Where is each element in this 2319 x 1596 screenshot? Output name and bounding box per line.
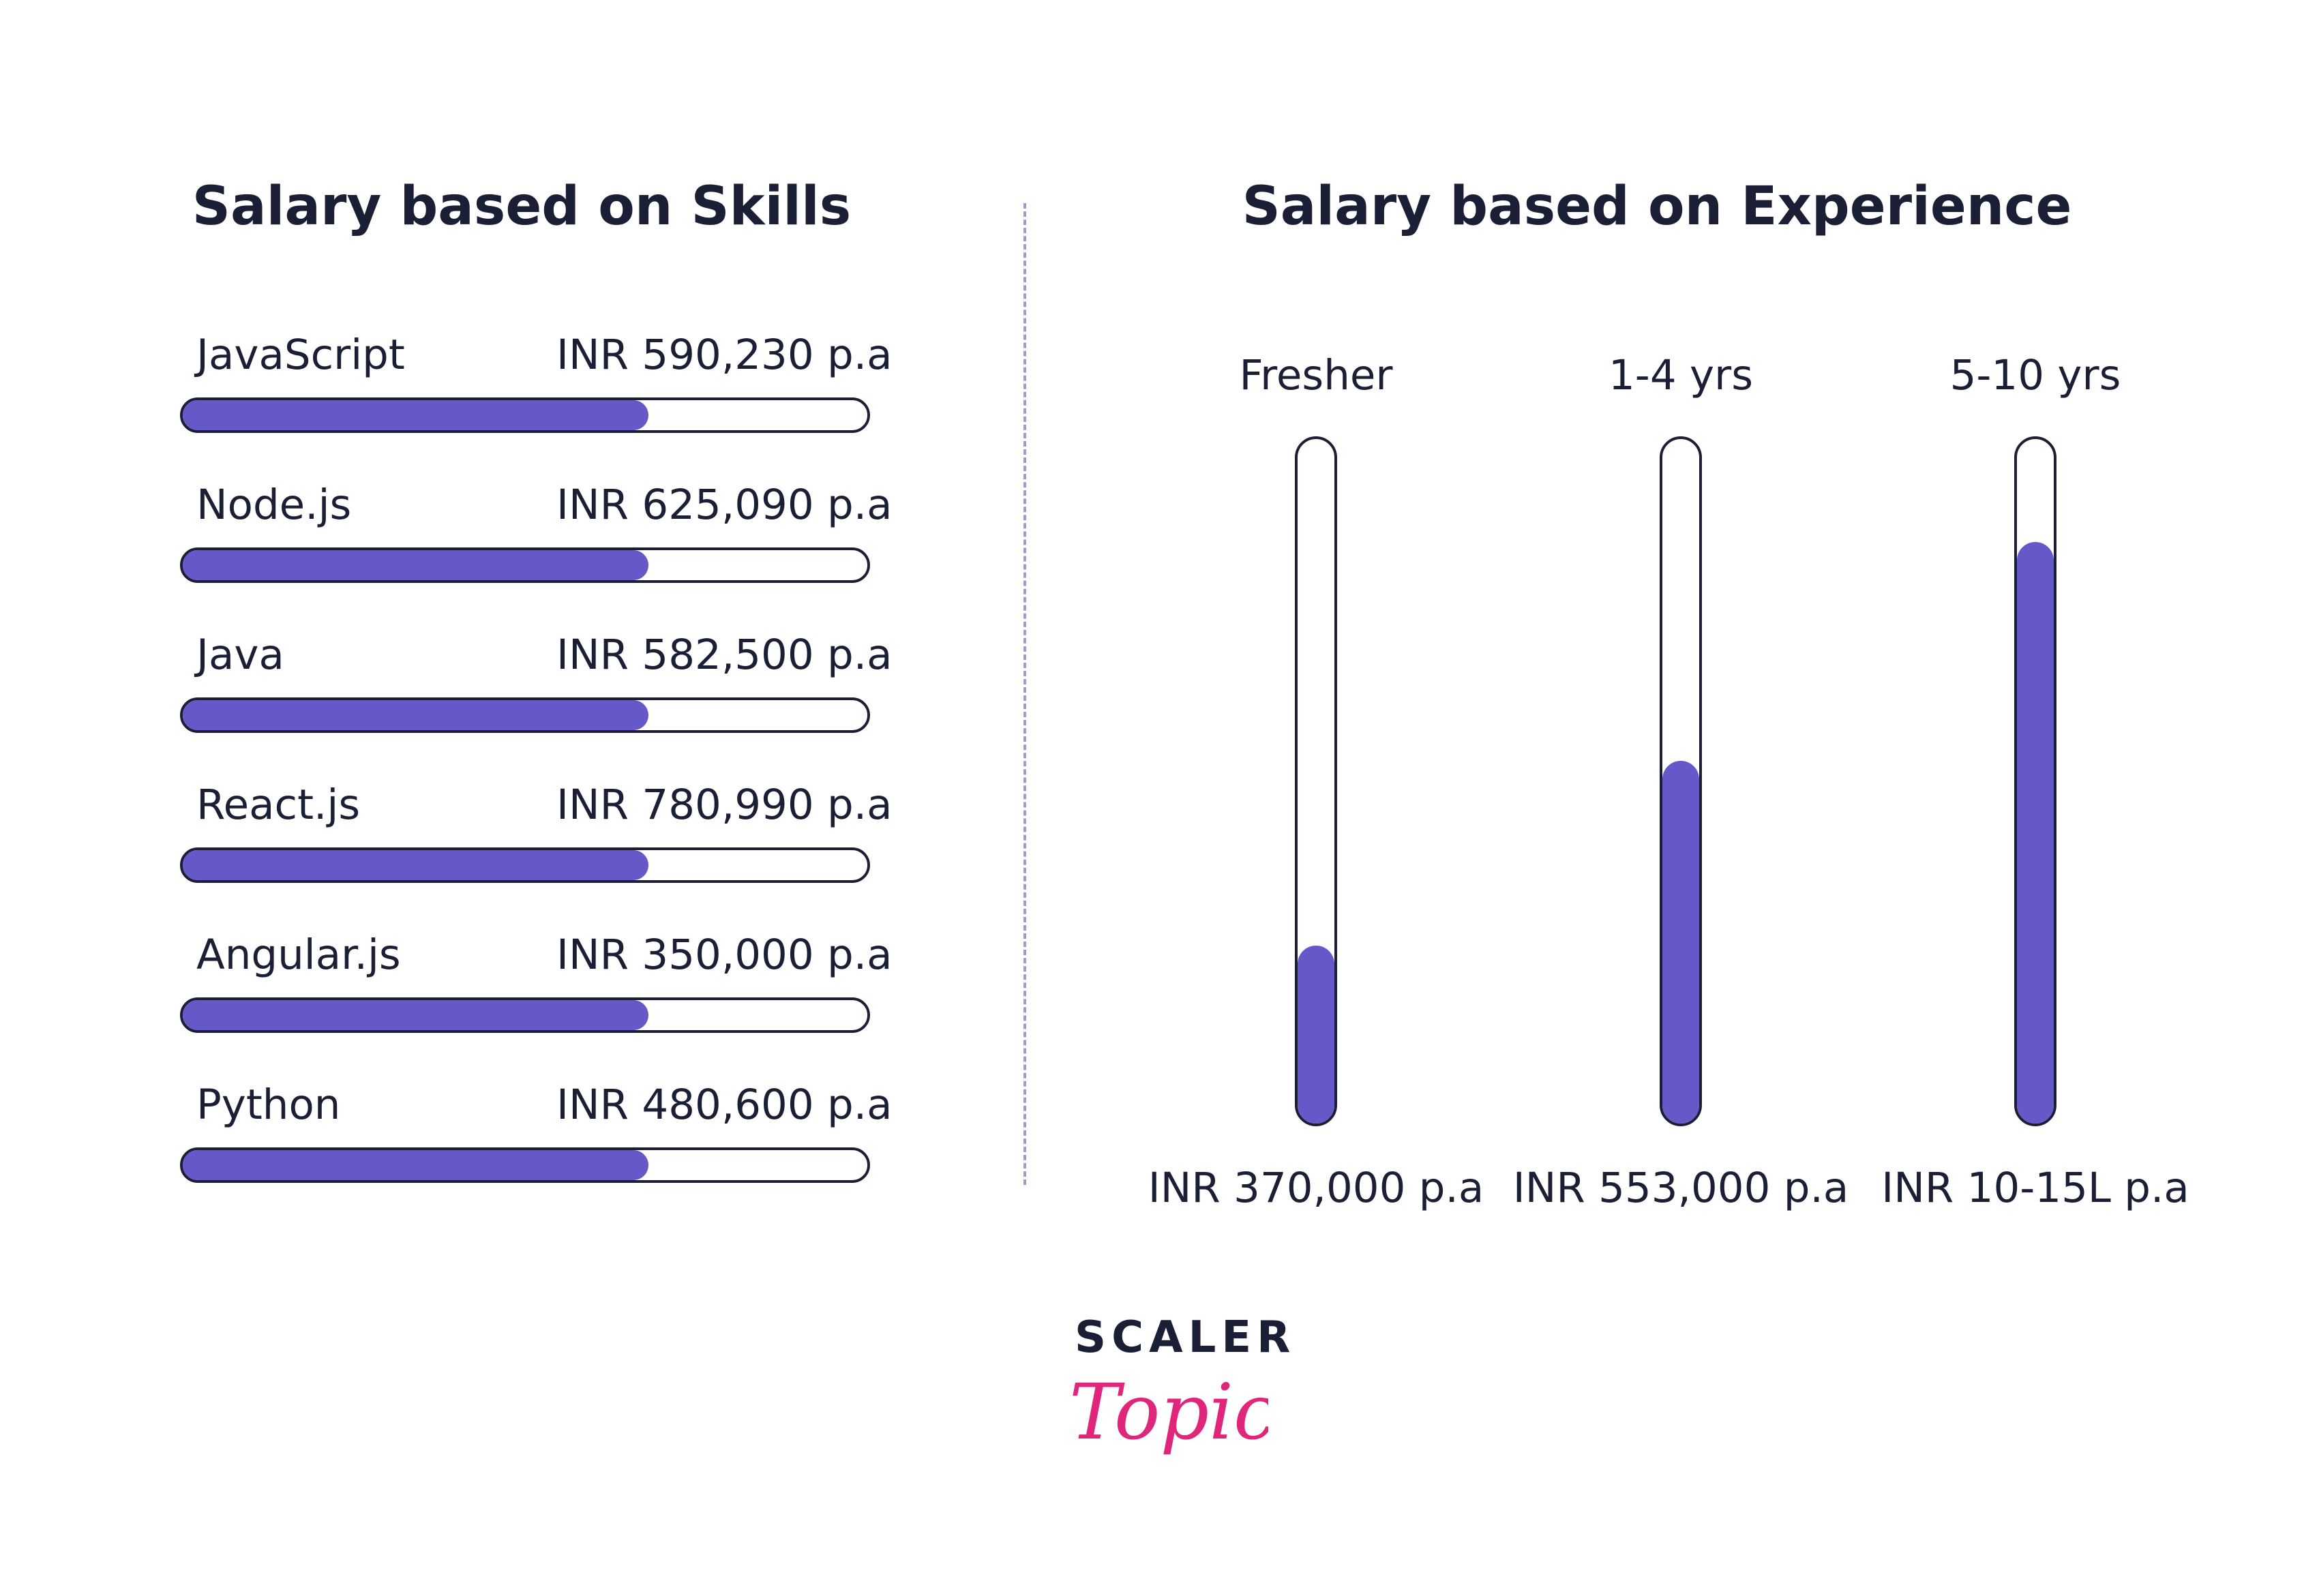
skill-label: Angular.js bbox=[196, 931, 401, 979]
experience-label: 1-4 yrs bbox=[1609, 351, 1753, 400]
skill-bar-track bbox=[180, 697, 870, 733]
skill-label: Node.js bbox=[196, 481, 352, 529]
skill-bar-fill bbox=[183, 700, 648, 730]
skill-salary-label: INR 350,000 p.a bbox=[556, 931, 893, 979]
skill-label: Java bbox=[196, 631, 284, 679]
skill-row-angularjs: Angular.js INR 350,000 p.a bbox=[180, 931, 893, 1060]
skills-chart-title: Salary based on Skills bbox=[192, 176, 852, 237]
skill-row-nodejs: Node.js INR 625,090 p.a bbox=[180, 481, 893, 610]
experience-salary-label: INR 370,000 p.a bbox=[1148, 1164, 1484, 1212]
skill-bar-fill bbox=[183, 850, 648, 880]
skill-row-reactjs: React.js INR 780,990 p.a bbox=[180, 781, 893, 910]
experience-bar-fill bbox=[1298, 945, 1334, 1124]
experience-bar-fill bbox=[1662, 760, 1699, 1124]
logo-sub-text: Topics bbox=[1069, 1368, 1268, 1457]
skill-salary-label: INR 582,500 p.a bbox=[556, 631, 893, 679]
skill-bar-fill bbox=[183, 550, 648, 580]
experience-salary-label: INR 553,000 p.a bbox=[1512, 1164, 1849, 1212]
scaler-topics-logo: SCALER Topics bbox=[1064, 1312, 1290, 1490]
skill-bar-track bbox=[180, 547, 870, 583]
experience-column-fresher: Fresher INR 370,000 p.a bbox=[1146, 351, 1486, 1237]
logo-topics-script: Topics bbox=[1069, 1368, 1268, 1457]
skill-label: JavaScript bbox=[196, 331, 405, 379]
skill-salary-label: INR 625,090 p.a bbox=[556, 481, 893, 529]
skill-bar-fill bbox=[183, 1000, 648, 1030]
experience-bar-fill bbox=[2017, 541, 2054, 1124]
skill-label: Python bbox=[196, 1081, 341, 1129]
experience-salary-label: INR 10-15L p.a bbox=[1881, 1164, 2189, 1212]
skill-bar-fill bbox=[183, 1150, 648, 1180]
experience-label: Fresher bbox=[1239, 351, 1393, 400]
experience-chart-title: Salary based on Experience bbox=[1242, 176, 2072, 237]
skill-salary-label: INR 590,230 p.a bbox=[556, 331, 893, 379]
skill-bar-track bbox=[180, 997, 870, 1033]
experience-column-1-4-yrs: 1-4 yrs INR 553,000 p.a bbox=[1510, 351, 1851, 1237]
skill-row-java: Java INR 582,500 p.a bbox=[180, 631, 893, 760]
skill-salary-label: INR 780,990 p.a bbox=[556, 781, 893, 829]
experience-bar-track bbox=[1295, 436, 1337, 1126]
experience-bar-track bbox=[2014, 436, 2056, 1126]
skill-bar-track bbox=[180, 397, 870, 433]
skill-bar-track bbox=[180, 1147, 870, 1183]
skill-row-python: Python INR 480,600 p.a bbox=[180, 1081, 893, 1210]
skill-row-javascript: JavaScript INR 590,230 p.a bbox=[180, 331, 893, 460]
experience-label: 5-10 yrs bbox=[1949, 351, 2121, 400]
section-divider bbox=[1023, 203, 1026, 1185]
skill-label: React.js bbox=[196, 781, 361, 829]
skill-salary-label: INR 480,600 p.a bbox=[556, 1081, 893, 1129]
logo-brand-text: SCALER bbox=[1075, 1312, 1296, 1363]
skill-bar-fill bbox=[183, 400, 648, 430]
skill-bar-track bbox=[180, 847, 870, 883]
experience-column-5-10-yrs: 5-10 yrs INR 10-15L p.a bbox=[1865, 351, 2206, 1237]
experience-bar-track bbox=[1660, 436, 1702, 1126]
